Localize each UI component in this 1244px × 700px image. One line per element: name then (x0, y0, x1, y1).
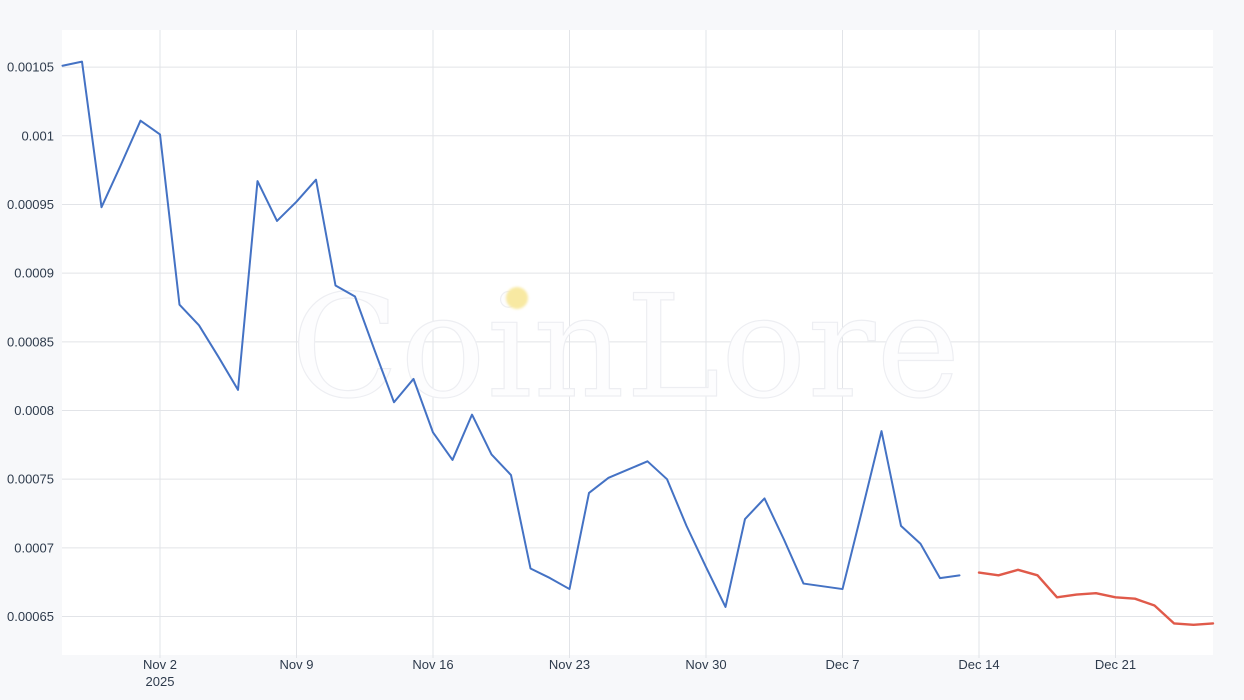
x-tick-label: Dec 21 (1095, 657, 1136, 672)
watermark-dot-icon (506, 287, 528, 309)
y-tick-label: 0.00075 (7, 472, 54, 487)
price-history-line[interactable] (61, 60, 961, 608)
price-prediction-line[interactable] (977, 568, 1215, 626)
y-tick-label: 0.00065 (7, 609, 54, 624)
y-tick-label: 0.0009 (14, 266, 54, 281)
x-tick-label: Nov 16 (412, 657, 453, 672)
y-axis-labels: 0.00065 0.0007 0.00075 0.0008 0.00085 0.0009 0… (7, 60, 54, 624)
x-tick-label: Nov 9 (280, 657, 314, 672)
y-tick-label: 0.001 (21, 128, 54, 143)
coinlore-watermark: CoinLore (291, 265, 962, 430)
x-tick-label: Dec 7 (826, 657, 860, 672)
price-lines (61, 60, 1215, 626)
y-tick-label: 0.0008 (14, 403, 54, 418)
y-tick-label: 0.00105 (7, 60, 54, 75)
y-tick-label: 0.0007 (14, 540, 54, 555)
gridlines (62, 30, 1213, 658)
y-tick-label: 0.00085 (7, 334, 54, 349)
x-tick-year-label: 2025 (146, 674, 175, 689)
x-axis-labels: Nov 2 2025 Nov 9 Nov 16 Nov 23 Nov 30 Dec 7 Dec… (143, 657, 1136, 689)
x-tick-label: Dec 14 (958, 657, 999, 672)
x-tick-label: Nov 23 (549, 657, 590, 672)
x-tick-label: Nov 30 (685, 657, 726, 672)
plot-area (62, 30, 1213, 655)
x-tick-label: Nov 2 (143, 657, 177, 672)
y-tick-label: 0.00095 (7, 197, 54, 212)
